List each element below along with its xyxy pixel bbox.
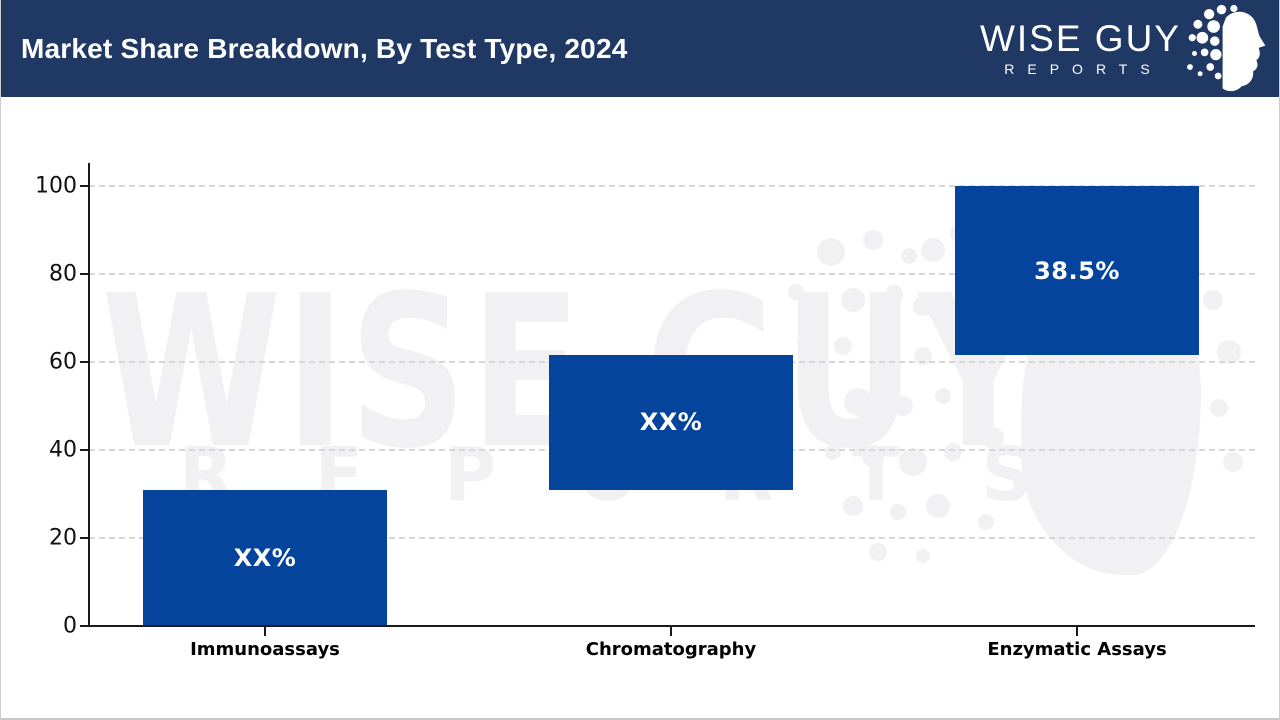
- watermark-dot: [916, 549, 930, 563]
- x-category-label: Chromatography: [585, 639, 757, 660]
- watermark-dot: [899, 448, 927, 476]
- x-tick-3: [1076, 627, 1078, 636]
- watermark-dot: [1210, 399, 1228, 417]
- y-tick-20: [80, 537, 89, 539]
- y-tick-40: [80, 449, 89, 451]
- gridline-100: [89, 185, 1255, 187]
- watermark-dot: [944, 443, 962, 461]
- chart-title: Market Share Breakdown, By Test Type, 20…: [21, 32, 628, 64]
- watermark-dot: [797, 336, 809, 348]
- y-axis-spine: [88, 163, 90, 627]
- watermark-dot: [978, 514, 994, 530]
- bar-segment-2: XX%: [549, 355, 793, 490]
- watermark-dot: [834, 337, 852, 355]
- watermark-dot: [1223, 452, 1243, 472]
- watermark-dot: [893, 396, 913, 416]
- x-category-label: Enzymatic Assays: [987, 639, 1167, 660]
- watermark-dot: [825, 444, 841, 460]
- y-tick-label-20: 20: [49, 525, 77, 551]
- y-tick-label-100: 100: [35, 173, 77, 199]
- watermark-dot: [935, 388, 951, 404]
- y-tick-label-40: 40: [49, 437, 77, 463]
- watermark-dot: [841, 288, 865, 312]
- watermark-dot: [817, 238, 845, 266]
- x-axis-spine: [88, 625, 1255, 627]
- y-tick-0: [80, 625, 89, 627]
- logo-text: WISE GUY REPORTS: [980, 20, 1181, 77]
- logo-subtitle: REPORTS: [1004, 61, 1163, 77]
- watermark-dot: [788, 284, 804, 300]
- bar-value-label: XX%: [233, 543, 297, 572]
- bar-segment-1: XX%: [143, 489, 387, 626]
- y-tick-100: [80, 185, 89, 187]
- y-tick-60: [80, 361, 89, 363]
- watermark-dot: [982, 427, 1004, 449]
- watermark-dot: [890, 504, 906, 520]
- x-category-label: Immunoassays: [190, 639, 340, 660]
- gridline-20: [89, 537, 1255, 539]
- watermark-dot: [807, 386, 827, 406]
- bar-value-label: 38.5%: [1034, 256, 1120, 285]
- watermark-dot: [901, 248, 917, 264]
- watermark-dot: [921, 238, 945, 262]
- header: Market Share Breakdown, By Test Type, 20…: [1, 0, 1279, 97]
- y-tick-label-80: 80: [49, 261, 77, 287]
- y-tick-label-0: 0: [63, 613, 77, 639]
- watermark-dot: [863, 230, 883, 250]
- x-tick-1: [264, 627, 266, 636]
- watermark-dot: [913, 296, 933, 316]
- watermark-dot: [1203, 290, 1223, 310]
- watermark-dot: [873, 340, 897, 364]
- watermark-dot: [843, 496, 863, 516]
- x-tick-2: [670, 627, 672, 636]
- y-tick-80: [80, 273, 89, 275]
- wiseguy-head-icon: [1187, 4, 1266, 91]
- watermark-dot: [1217, 340, 1241, 364]
- watermark-dot: [914, 347, 932, 365]
- logo-wordmark: WISE GUY: [979, 18, 1181, 59]
- bar-value-label: XX%: [639, 408, 703, 437]
- wiseguy-logo: WISE GUY REPORTS: [980, 4, 1269, 94]
- watermark-dot: [885, 285, 903, 303]
- y-tick-label-60: 60: [49, 349, 77, 375]
- watermark-dot: [844, 388, 872, 416]
- gridline-80: [89, 273, 1255, 275]
- watermark-dot: [869, 543, 887, 561]
- watermark-dot: [926, 494, 950, 518]
- bar-segment-3: 38.5%: [955, 186, 1199, 356]
